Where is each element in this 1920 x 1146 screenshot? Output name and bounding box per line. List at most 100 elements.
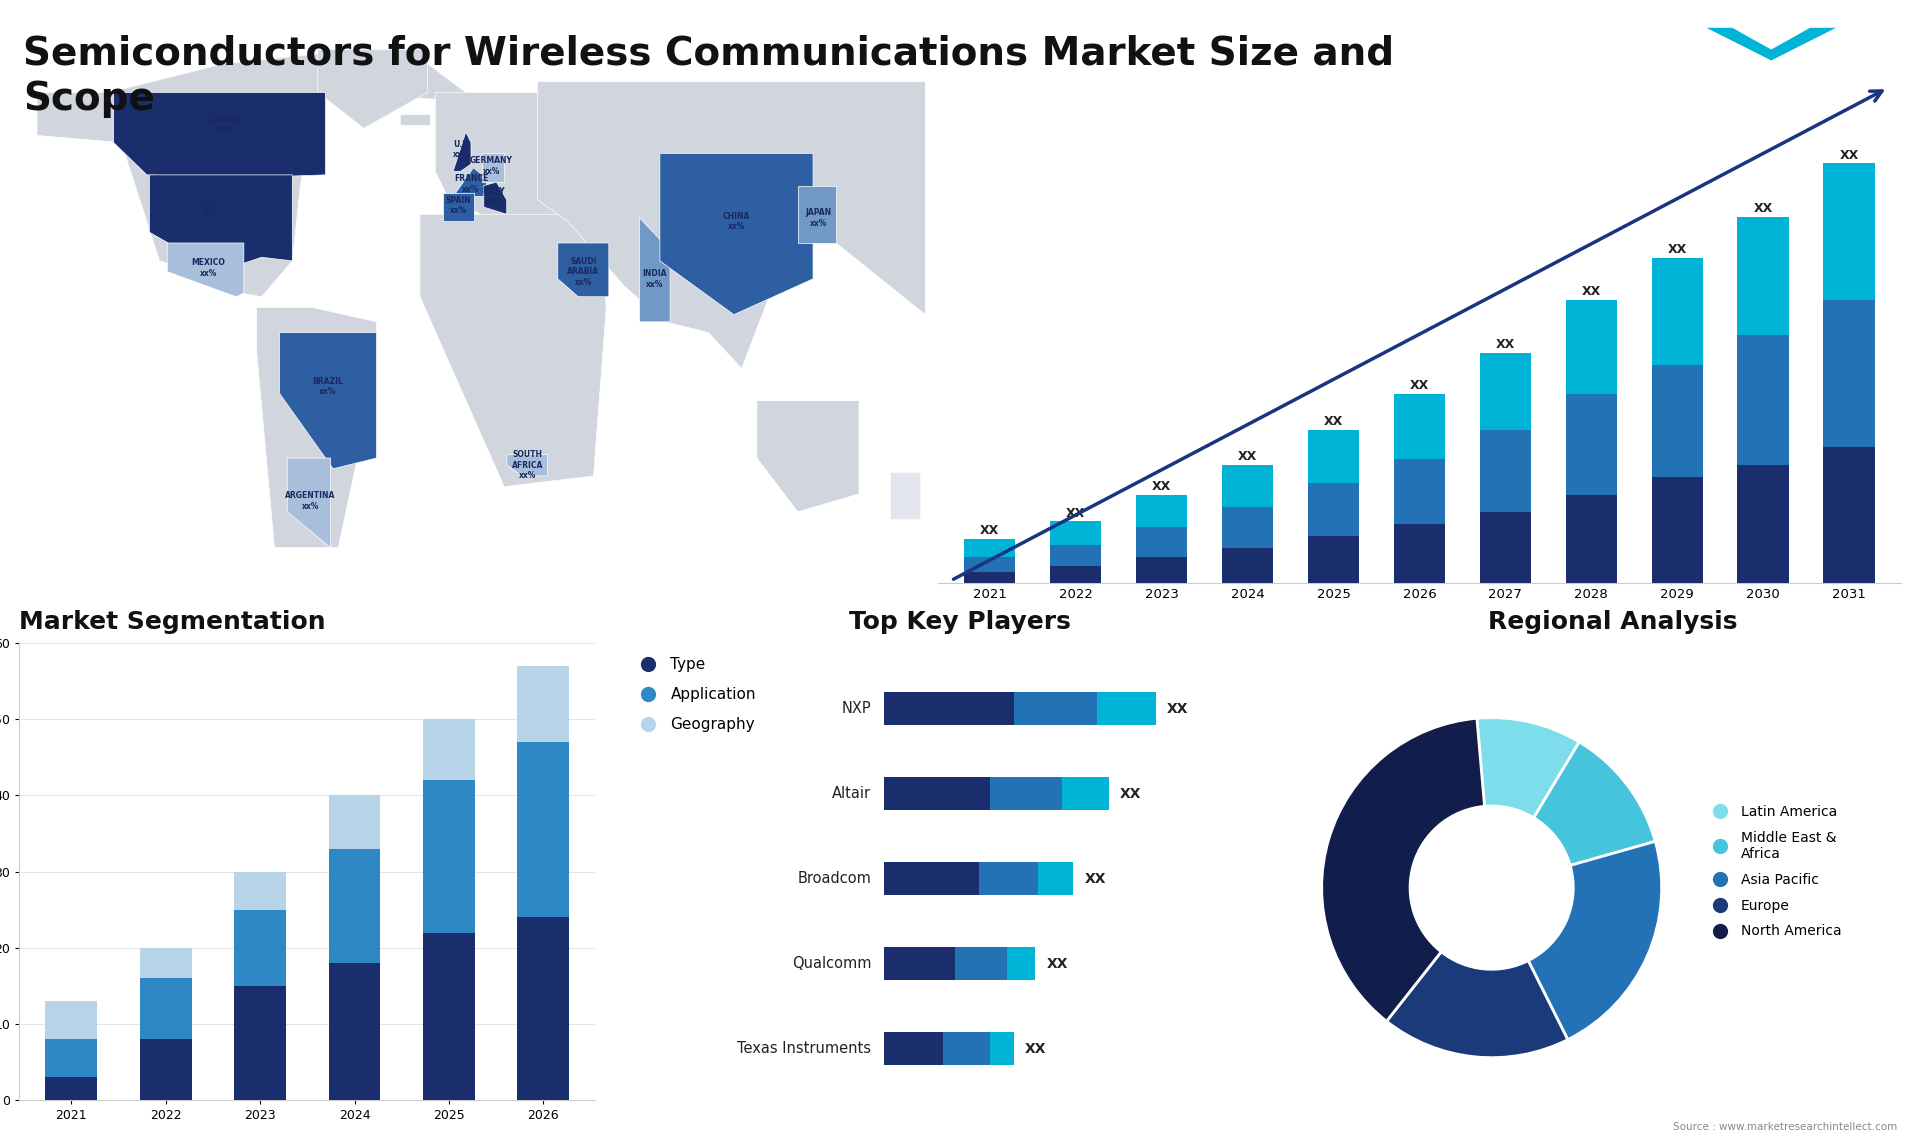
Text: CHINA
xx%: CHINA xx% xyxy=(722,212,751,231)
Legend: Type, Application, Geography: Type, Application, Geography xyxy=(626,651,762,738)
Text: XX: XX xyxy=(1839,149,1859,162)
Polygon shape xyxy=(756,401,858,512)
Bar xyxy=(964,557,1016,572)
Polygon shape xyxy=(889,472,920,519)
Text: Semiconductors for Wireless Communications Market Size and
Scope: Semiconductors for Wireless Communicatio… xyxy=(23,34,1394,118)
Text: BRAZIL
xx%: BRAZIL xx% xyxy=(313,377,344,397)
Polygon shape xyxy=(453,132,470,171)
Bar xyxy=(328,849,380,963)
Bar xyxy=(1050,521,1102,545)
Bar xyxy=(1738,465,1789,583)
Bar xyxy=(1308,430,1359,482)
Bar xyxy=(1308,536,1359,583)
Bar xyxy=(328,795,380,849)
Text: XX: XX xyxy=(979,525,998,537)
Bar xyxy=(1480,512,1530,583)
Text: XX: XX xyxy=(1753,202,1772,215)
Bar xyxy=(1221,548,1273,583)
Polygon shape xyxy=(319,49,428,128)
Polygon shape xyxy=(538,81,925,368)
Polygon shape xyxy=(288,458,330,548)
Polygon shape xyxy=(167,243,244,297)
Bar xyxy=(1738,335,1789,465)
Polygon shape xyxy=(36,53,467,297)
Bar xyxy=(516,743,568,917)
Text: CANADA
xx%: CANADA xx% xyxy=(205,115,242,134)
Bar xyxy=(1824,164,1876,299)
Bar xyxy=(1651,258,1703,364)
Legend: Latin America, Middle East &
Africa, Asia Pacific, Europe, North America: Latin America, Middle East & Africa, Asi… xyxy=(1701,800,1847,944)
Text: SAUDI
ARABIA
xx%: SAUDI ARABIA xx% xyxy=(566,257,599,286)
Text: FRANCE
xx%: FRANCE xx% xyxy=(453,174,488,194)
Text: INTELLECT: INTELLECT xyxy=(1741,99,1801,109)
Bar xyxy=(1050,566,1102,583)
Text: Altair: Altair xyxy=(831,786,872,801)
Bar xyxy=(234,872,286,910)
Polygon shape xyxy=(484,182,507,214)
Bar xyxy=(516,917,568,1100)
Polygon shape xyxy=(436,93,572,221)
Bar xyxy=(46,1077,98,1100)
Bar xyxy=(1651,477,1703,583)
Text: SOUTH
AFRICA
xx%: SOUTH AFRICA xx% xyxy=(511,450,543,480)
Text: U.K.
xx%: U.K. xx% xyxy=(453,140,470,159)
Text: XX: XX xyxy=(1409,379,1428,392)
Bar xyxy=(1480,353,1530,430)
Bar xyxy=(964,539,1016,557)
Bar xyxy=(422,780,474,933)
Text: INDIA
xx%: INDIA xx% xyxy=(643,269,666,289)
Text: RESEARCH: RESEARCH xyxy=(1741,83,1801,93)
Bar xyxy=(1565,394,1617,495)
Polygon shape xyxy=(660,154,812,315)
Text: U.S.
xx%: U.S. xx% xyxy=(202,197,219,217)
Text: Broadcom: Broadcom xyxy=(797,871,872,886)
Text: ARGENTINA
xx%: ARGENTINA xx% xyxy=(284,492,336,511)
Text: XX: XX xyxy=(1582,284,1601,298)
Polygon shape xyxy=(150,175,292,272)
Text: Market Segmentation: Market Segmentation xyxy=(19,611,326,634)
Bar xyxy=(1050,545,1102,566)
Text: Qualcomm: Qualcomm xyxy=(791,956,872,971)
Text: NXP: NXP xyxy=(841,701,872,716)
Polygon shape xyxy=(420,214,607,487)
Bar xyxy=(1565,495,1617,583)
Bar xyxy=(1738,217,1789,335)
Polygon shape xyxy=(507,455,547,476)
Bar xyxy=(516,666,568,743)
Text: JAPAN
xx%: JAPAN xx% xyxy=(804,209,831,228)
Text: MARKET: MARKET xyxy=(1749,66,1793,77)
Bar xyxy=(46,1039,98,1077)
Text: XX: XX xyxy=(1066,507,1085,519)
Bar xyxy=(140,1039,192,1100)
Bar xyxy=(1221,465,1273,507)
Polygon shape xyxy=(797,186,835,243)
Text: Source : www.marketresearchintellect.com: Source : www.marketresearchintellect.com xyxy=(1672,1122,1897,1132)
Bar xyxy=(1824,299,1876,447)
Polygon shape xyxy=(559,243,609,297)
Bar xyxy=(422,720,474,780)
Bar xyxy=(1480,430,1530,512)
Text: ITALY
xx%: ITALY xx% xyxy=(482,187,505,206)
Title: Top Key Players: Top Key Players xyxy=(849,611,1071,634)
Text: GERMANY
xx%: GERMANY xx% xyxy=(470,156,513,175)
Bar xyxy=(1651,364,1703,477)
Bar xyxy=(1394,460,1446,525)
Polygon shape xyxy=(399,113,430,125)
Bar xyxy=(46,1002,98,1039)
Text: MEXICO
xx%: MEXICO xx% xyxy=(192,258,225,277)
Text: XX: XX xyxy=(1238,450,1258,463)
Bar xyxy=(140,948,192,979)
Bar xyxy=(234,910,286,986)
Bar xyxy=(1137,495,1187,527)
Polygon shape xyxy=(455,167,486,196)
Bar xyxy=(964,572,1016,583)
Bar xyxy=(1394,525,1446,583)
Title: Regional Analysis: Regional Analysis xyxy=(1488,611,1738,634)
Bar xyxy=(1137,557,1187,583)
Bar xyxy=(1308,482,1359,536)
Text: SPAIN
xx%: SPAIN xx% xyxy=(445,196,470,215)
Bar xyxy=(1137,527,1187,557)
Text: Texas Instruments: Texas Instruments xyxy=(737,1041,872,1055)
Text: XX: XX xyxy=(1668,243,1688,257)
Bar xyxy=(1824,447,1876,583)
